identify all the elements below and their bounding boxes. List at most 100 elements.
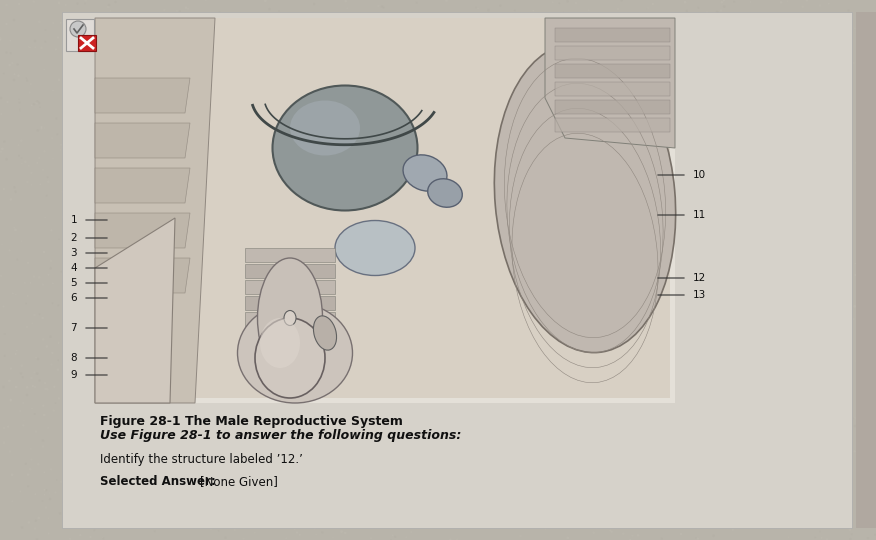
Point [230, 470, 244, 479]
Point [701, 98, 715, 106]
Point [432, 491, 446, 500]
Point [342, 174, 356, 183]
Point [249, 265, 263, 273]
Point [836, 148, 850, 157]
Point [202, 42, 216, 51]
Point [247, 254, 261, 263]
Point [195, 173, 209, 181]
Point [210, 514, 224, 522]
Point [29, 353, 43, 362]
Point [21, 259, 35, 267]
Point [176, 380, 190, 388]
Point [17, 416, 31, 425]
Point [587, 131, 601, 140]
Point [412, 500, 426, 508]
Point [221, 387, 235, 395]
Point [749, 199, 763, 207]
Point [300, 379, 314, 387]
Point [361, 236, 375, 245]
Point [508, 505, 522, 514]
Point [251, 178, 265, 186]
Point [289, 407, 303, 416]
Point [696, 264, 710, 273]
Point [19, 460, 33, 468]
Point [650, 100, 664, 109]
Point [506, 402, 520, 410]
Point [111, 349, 125, 358]
Point [234, 111, 248, 119]
Point [861, 114, 875, 123]
Point [434, 150, 448, 159]
Point [682, 251, 696, 259]
Point [194, 221, 208, 230]
Point [112, 95, 126, 104]
Point [444, 206, 458, 214]
Point [70, 415, 84, 424]
Point [63, 18, 77, 26]
Point [20, 76, 34, 85]
Point [296, 145, 310, 153]
Point [809, 167, 823, 176]
Point [745, 361, 759, 370]
Point [720, 196, 734, 205]
Point [453, 24, 467, 33]
Point [421, 318, 435, 326]
Point [97, 64, 111, 73]
Point [528, 487, 542, 495]
Point [500, 290, 514, 299]
Point [488, 127, 502, 136]
Point [401, 263, 415, 272]
Point [707, 76, 721, 84]
Point [108, 33, 122, 42]
Point [450, 469, 464, 477]
Point [295, 269, 309, 278]
Point [616, 258, 630, 266]
Point [675, 165, 689, 174]
Point [324, 248, 338, 256]
Point [502, 222, 516, 231]
Point [746, 488, 760, 496]
Point [563, 492, 577, 501]
Point [38, 411, 52, 420]
Point [128, 127, 142, 136]
Point [572, 309, 586, 318]
Point [589, 330, 603, 339]
Point [866, 146, 876, 155]
Point [248, 42, 262, 50]
Point [778, 331, 792, 340]
Point [210, 336, 224, 345]
Point [791, 455, 805, 463]
Point [547, 123, 561, 131]
Point [695, 81, 709, 90]
Point [391, 500, 405, 508]
Point [399, 21, 413, 30]
Point [675, 342, 689, 350]
Point [696, 98, 710, 107]
Point [574, 412, 588, 421]
Point [36, 497, 50, 505]
Point [622, 292, 636, 301]
Point [793, 332, 807, 341]
Point [529, 404, 543, 413]
Point [39, 486, 53, 495]
Point [715, 0, 729, 6]
Point [295, 21, 309, 29]
Point [865, 470, 876, 479]
Point [478, 36, 492, 45]
Point [9, 383, 23, 391]
Point [168, 423, 182, 431]
Point [477, 228, 491, 237]
Point [304, 16, 318, 25]
Point [84, 392, 98, 401]
Ellipse shape [237, 303, 352, 403]
Point [627, 157, 641, 165]
Point [204, 472, 218, 481]
Point [851, 502, 865, 511]
Ellipse shape [272, 85, 418, 211]
Point [783, 463, 797, 471]
Point [669, 360, 683, 369]
Point [709, 50, 723, 59]
Point [208, 66, 223, 75]
Point [181, 523, 195, 531]
Point [187, 18, 201, 27]
